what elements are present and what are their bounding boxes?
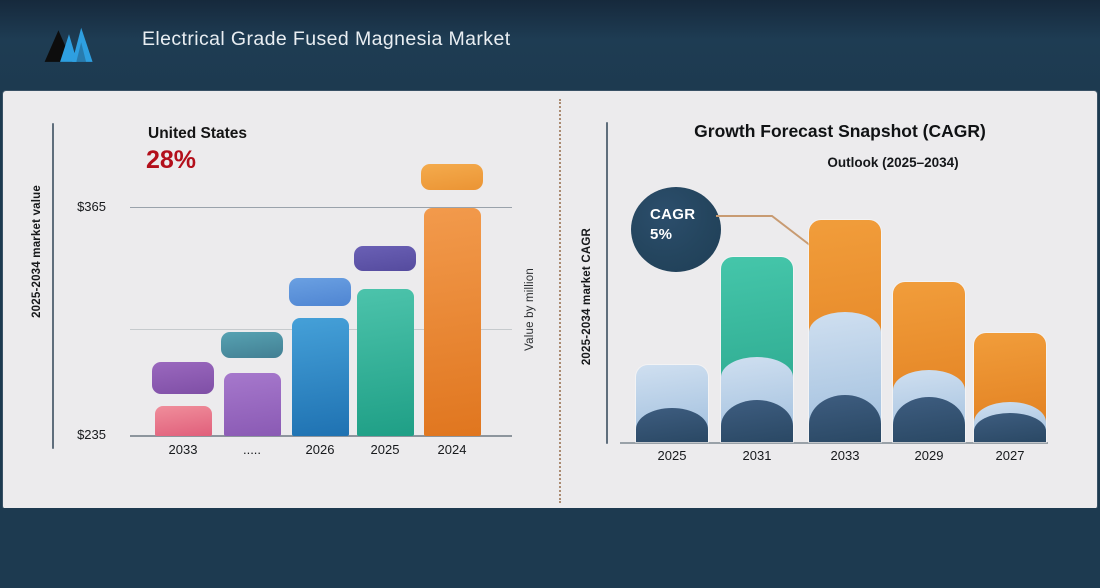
cagr-bar-2031-segment-navy bbox=[721, 400, 793, 442]
us-bar-2026 bbox=[291, 318, 349, 436]
right-x-tick-label: 2027 bbox=[995, 448, 1025, 463]
left-right-axis-title: Value by million bbox=[524, 268, 536, 351]
us-bar-cap-2026 bbox=[289, 278, 351, 307]
left-x-tick-label: ..... bbox=[242, 442, 262, 457]
header: Electrical Grade Fused Magnesia Market bbox=[0, 0, 1100, 88]
ama-logo-icon bbox=[44, 27, 93, 62]
panel-divider bbox=[559, 99, 561, 503]
right-x-tick-label: 2025 bbox=[657, 448, 687, 463]
left-chart-annotation: 28% bbox=[146, 146, 197, 174]
us-bar-cap-2025 bbox=[354, 245, 416, 271]
left-chart-title: United States bbox=[148, 125, 248, 142]
right-x-tick-label: 2031 bbox=[742, 448, 772, 463]
right-chart-title: Growth Forecast Snapshot (CAGR) bbox=[694, 121, 986, 141]
cagr-bar-2027-segment-navy bbox=[974, 412, 1046, 442]
right-x-tick-label: 2033 bbox=[830, 448, 860, 463]
badge-connector-line bbox=[716, 215, 816, 250]
right-x-axis-baseline bbox=[620, 442, 1048, 444]
cagr-bar-2029-segment-navy bbox=[893, 397, 965, 442]
us-bar-cap-..... bbox=[221, 331, 283, 358]
left-y-tick-label: $235 bbox=[77, 427, 106, 442]
right-chart-subtitle: Outlook (2025–2034) bbox=[827, 155, 959, 170]
us-bar-..... bbox=[223, 372, 281, 436]
right-y-axis-line bbox=[606, 122, 608, 444]
left-y-axis-line bbox=[52, 123, 54, 449]
us-bar-2025 bbox=[356, 288, 414, 436]
us-bar-cap-2033 bbox=[152, 362, 214, 395]
us-bar-2033 bbox=[154, 406, 212, 436]
right-y-axis-title: 2025-2034 market CAGR bbox=[581, 228, 593, 366]
footer: @ All Market Analysis Snapshot GlobalEle… bbox=[0, 508, 1100, 588]
page-title: Electrical Grade Fused Magnesia Market bbox=[142, 28, 511, 50]
cagr-badge: CAGR 5% bbox=[631, 187, 721, 272]
left-x-tick-label: 2024 bbox=[437, 442, 467, 457]
right-x-tick-label: 2029 bbox=[914, 448, 944, 463]
cagr-bar-2033-segment-navy bbox=[809, 395, 881, 442]
us-bar-2024 bbox=[423, 207, 481, 436]
cagr-badge-line2: 5% bbox=[650, 226, 673, 243]
left-x-tick-label: 2026 bbox=[305, 442, 335, 457]
gridline-0 bbox=[130, 206, 512, 209]
left-y-tick-label: $365 bbox=[77, 198, 106, 214]
us-bar-cap-2024 bbox=[421, 163, 483, 190]
left-x-tick-label: 2033 bbox=[168, 442, 198, 457]
cagr-badge-line1: CAGR bbox=[650, 206, 696, 223]
left-x-tick-label: 2025 bbox=[370, 442, 400, 457]
cagr-bar-2025-segment-navy bbox=[636, 407, 708, 442]
